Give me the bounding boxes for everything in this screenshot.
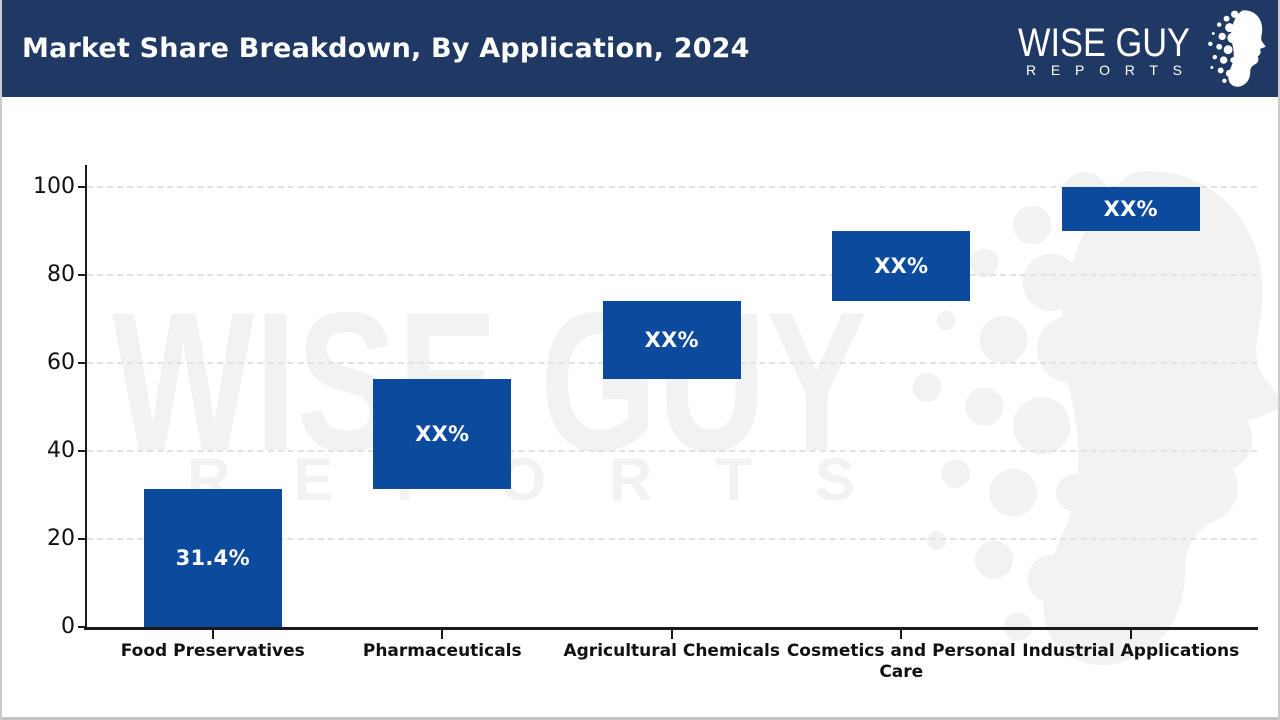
x-tick-4 bbox=[1129, 630, 1132, 639]
y-tick-label-0: 0 bbox=[61, 614, 75, 639]
svg-text:REPORTS: REPORTS bbox=[187, 448, 855, 512]
gridline-y40 bbox=[87, 450, 1257, 452]
y-axis-line bbox=[85, 165, 87, 630]
bar-value-label: XX% bbox=[415, 421, 470, 446]
watermark-text-bottom: REPORTS bbox=[187, 448, 855, 512]
brand-logo: WISE GUY REPORTS bbox=[1016, 7, 1268, 91]
bar-pharmaceuticals: XX% bbox=[373, 378, 512, 489]
brand-logo-text: WISE GUY REPORTS bbox=[1018, 21, 1190, 78]
y-tick-40 bbox=[78, 450, 87, 452]
x-tick-2 bbox=[670, 630, 673, 639]
bar-food-preservatives: 31.4% bbox=[143, 488, 282, 627]
y-tick-0 bbox=[78, 626, 87, 628]
x-category-label: Pharmaceuticals bbox=[362, 641, 522, 661]
x-tick-0 bbox=[211, 630, 214, 639]
header-bar: Market Share Breakdown, By Application, … bbox=[2, 0, 1278, 97]
x-category-label: Food Preservatives bbox=[120, 641, 305, 661]
y-tick-label-100: 100 bbox=[33, 174, 75, 199]
x-axis-line bbox=[84, 627, 1258, 630]
x-category-label: Industrial Applications bbox=[1022, 641, 1240, 661]
bar-agricultural-chemicals: XX% bbox=[602, 300, 741, 379]
gridline-y20 bbox=[87, 538, 1257, 540]
x-tick-3 bbox=[900, 630, 903, 639]
x-tick-1 bbox=[441, 630, 444, 639]
bar-industrial-applications: XX% bbox=[1061, 187, 1200, 231]
bar-value-label: XX% bbox=[644, 327, 699, 352]
face-profile-icon bbox=[1208, 9, 1266, 87]
y-tick-label-20: 20 bbox=[47, 526, 75, 551]
bar-value-label: XX% bbox=[874, 253, 929, 278]
y-tick-20 bbox=[78, 538, 87, 540]
y-tick-label-80: 80 bbox=[47, 262, 75, 287]
y-tick-label-40: 40 bbox=[47, 438, 75, 463]
y-tick-60 bbox=[78, 362, 87, 364]
gridline-y100 bbox=[87, 186, 1257, 188]
gridline-y80 bbox=[87, 274, 1257, 276]
y-tick-label-60: 60 bbox=[47, 350, 75, 375]
bar-cosmetics-and-personal-care: XX% bbox=[832, 231, 971, 301]
page-title: Market Share Breakdown, By Application, … bbox=[22, 33, 750, 64]
x-category-label: Agricultural Chemicals bbox=[563, 641, 781, 661]
brand-name: WISE GUY bbox=[1018, 21, 1190, 65]
x-category-label: Cosmetics and Personal Care bbox=[786, 641, 1016, 683]
y-tick-100 bbox=[78, 186, 87, 188]
bar-value-label: XX% bbox=[1103, 197, 1158, 221]
bar-value-label: 31.4% bbox=[175, 545, 250, 570]
y-tick-80 bbox=[78, 274, 87, 276]
